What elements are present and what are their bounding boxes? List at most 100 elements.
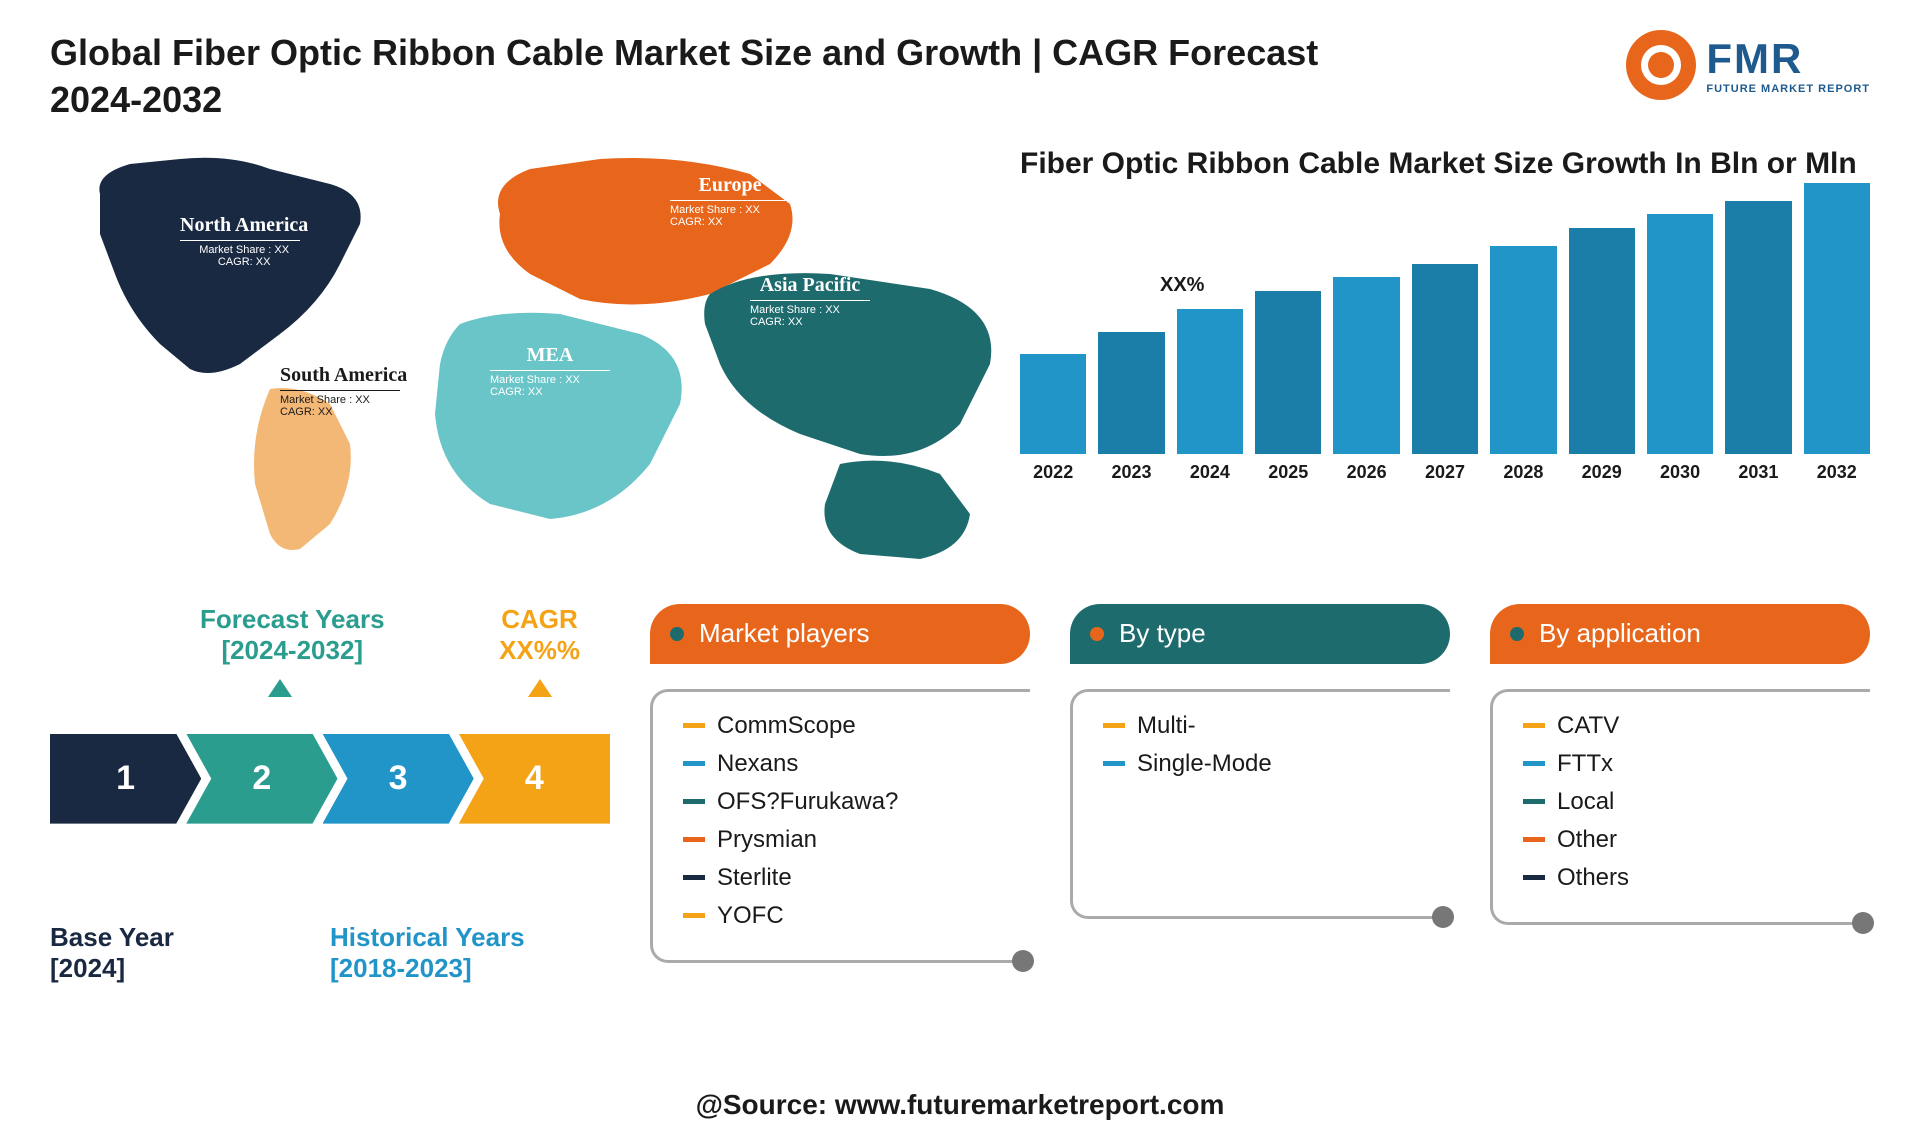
bar-rect bbox=[1725, 201, 1791, 454]
item-dash-icon bbox=[1103, 761, 1125, 766]
item-text: Prysmian bbox=[717, 826, 817, 854]
category-item: FTTx bbox=[1523, 750, 1850, 778]
item-text: CommScope bbox=[717, 712, 856, 740]
world-map: North America Market Share : XX CAGR: XX… bbox=[50, 144, 990, 574]
category-item: Local bbox=[1523, 788, 1850, 816]
category-column: Market players CommScope Nexans OFS?Furuka… bbox=[650, 604, 1030, 1024]
north-america-label: North America Market Share : XX CAGR: XX bbox=[180, 214, 308, 268]
item-dash-icon bbox=[683, 723, 705, 728]
mea-label: MEA Market Share : XX CAGR: XX bbox=[490, 344, 610, 398]
item-dash-icon bbox=[683, 875, 705, 880]
europe-label: Europe Market Share : XX CAGR: XX bbox=[670, 174, 790, 228]
base-arrow-icon bbox=[105, 804, 129, 822]
category-item: CATV bbox=[1523, 712, 1850, 740]
item-dash-icon bbox=[683, 913, 705, 918]
bar-rect bbox=[1804, 183, 1870, 454]
category-item: Others bbox=[1523, 864, 1850, 892]
asia-pacific-label: Asia Pacific Market Share : XX CAGR: XX bbox=[750, 274, 870, 328]
historical-label: Historical Years[2018-2023] bbox=[330, 922, 525, 984]
bar-2023: 2023 bbox=[1098, 332, 1164, 483]
category-body: CommScope Nexans OFS?Furukawa? Prysmian Ster… bbox=[650, 689, 1030, 963]
item-text: FTTx bbox=[1557, 750, 1613, 778]
category-header: By type bbox=[1070, 604, 1450, 664]
bar-year-label: 2026 bbox=[1347, 462, 1387, 483]
bar-2025: 2025 bbox=[1255, 291, 1321, 483]
category-title: By type bbox=[1119, 618, 1206, 649]
bar-2022: 2022 bbox=[1020, 354, 1086, 482]
item-dash-icon bbox=[1523, 761, 1545, 766]
north-america-region bbox=[90, 154, 370, 384]
bar-year-label: 2025 bbox=[1268, 462, 1308, 483]
category-item: Nexans bbox=[683, 750, 1010, 778]
category-header: By application bbox=[1490, 604, 1870, 664]
item-dash-icon bbox=[683, 837, 705, 842]
item-text: Multi- bbox=[1137, 712, 1196, 740]
category-item: Prysmian bbox=[683, 826, 1010, 854]
chart-title: Fiber Optic Ribbon Cable Market Size Gro… bbox=[1020, 144, 1870, 183]
item-text: CATV bbox=[1557, 712, 1619, 740]
forecast-label: Forecast Years[2024-2032] bbox=[200, 604, 385, 666]
logo: FMR FUTURE MARKET REPORT bbox=[1626, 30, 1870, 100]
mea-region bbox=[420, 304, 700, 524]
category-item: CommScope bbox=[683, 712, 1010, 740]
item-dash-icon bbox=[1523, 799, 1545, 804]
base-year-label: Base Year[2024] bbox=[50, 922, 174, 984]
forecast-arrow-icon bbox=[268, 679, 292, 697]
category-column: By application CATV FTTx Local Other Others bbox=[1490, 604, 1870, 1024]
cagr-label: CAGRXX%% bbox=[499, 604, 580, 666]
bar-rect bbox=[1255, 291, 1321, 454]
bar-rect bbox=[1412, 264, 1478, 454]
bar-rect bbox=[1569, 228, 1635, 454]
bar-rect bbox=[1333, 277, 1399, 453]
item-text: Others bbox=[1557, 864, 1629, 892]
category-title: Market players bbox=[699, 618, 870, 649]
bar-rect bbox=[1490, 246, 1556, 454]
bar-year-label: 2029 bbox=[1582, 462, 1622, 483]
bar-2029: 2029 bbox=[1569, 228, 1635, 483]
bullet-icon bbox=[1090, 627, 1104, 641]
bar-year-label: 2032 bbox=[1817, 462, 1857, 483]
category-item: Sterlite bbox=[683, 864, 1010, 892]
item-text: Other bbox=[1557, 826, 1617, 854]
category-title: By application bbox=[1539, 618, 1701, 649]
source-footer: @Source: www.futuremarketreport.com bbox=[0, 1089, 1920, 1121]
logo-sub-text: FUTURE MARKET REPORT bbox=[1706, 83, 1870, 95]
bar-year-label: 2022 bbox=[1033, 462, 1073, 483]
bar-year-label: 2023 bbox=[1112, 462, 1152, 483]
timeline-step-2: 2 bbox=[186, 734, 337, 824]
item-text: Single-Mode bbox=[1137, 750, 1272, 778]
cagr-arrow-icon bbox=[528, 679, 552, 697]
bar-year-label: 2030 bbox=[1660, 462, 1700, 483]
category-header: Market players bbox=[650, 604, 1030, 664]
item-dash-icon bbox=[683, 799, 705, 804]
bar-rect bbox=[1177, 309, 1243, 454]
bar-2031: 2031 bbox=[1725, 201, 1791, 483]
category-column: By type Multi- Single-Mode bbox=[1070, 604, 1450, 1024]
bar-2028: 2028 bbox=[1490, 246, 1556, 483]
bar-2030: 2030 bbox=[1647, 214, 1713, 482]
logo-main-text: FMR bbox=[1706, 35, 1870, 83]
bar-year-label: 2031 bbox=[1738, 462, 1778, 483]
page-title: Global Fiber Optic Ribbon Cable Market S… bbox=[50, 30, 1350, 124]
item-text: Local bbox=[1557, 788, 1614, 816]
item-text: Nexans bbox=[717, 750, 798, 778]
bar-rect bbox=[1098, 332, 1164, 454]
item-text: YOFC bbox=[717, 902, 784, 930]
item-dash-icon bbox=[1523, 837, 1545, 842]
item-text: OFS?Furukawa? bbox=[717, 788, 898, 816]
bar-chart: Fiber Optic Ribbon Cable Market Size Gro… bbox=[1020, 144, 1870, 574]
bar-2026: 2026 bbox=[1333, 277, 1399, 482]
bar-year-label: 2028 bbox=[1503, 462, 1543, 483]
category-item: Multi- bbox=[1103, 712, 1430, 740]
header: Global Fiber Optic Ribbon Cable Market S… bbox=[50, 30, 1870, 124]
bar-rect bbox=[1647, 214, 1713, 453]
category-item: YOFC bbox=[683, 902, 1010, 930]
bullet-icon bbox=[670, 627, 684, 641]
item-text: Sterlite bbox=[717, 864, 792, 892]
bar-year-label: 2027 bbox=[1425, 462, 1465, 483]
category-body: CATV FTTx Local Other Others bbox=[1490, 689, 1870, 925]
hist-arrow-icon bbox=[390, 804, 414, 822]
category-item: OFS?Furukawa? bbox=[683, 788, 1010, 816]
timeline-step-4: 4 bbox=[459, 734, 610, 824]
bullet-icon bbox=[1510, 627, 1524, 641]
